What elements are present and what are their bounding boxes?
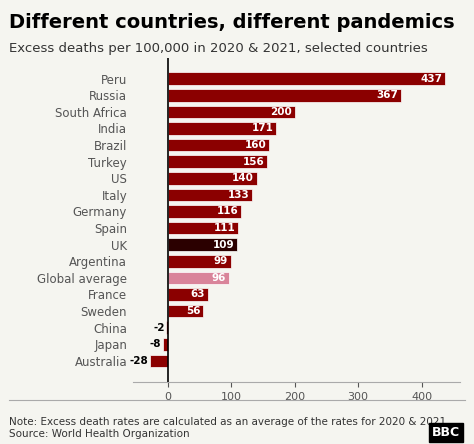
Text: 63: 63: [191, 289, 205, 300]
Text: 200: 200: [270, 107, 292, 117]
Text: Different countries, different pandemics: Different countries, different pandemics: [9, 13, 455, 32]
Bar: [168, 155, 267, 168]
Bar: [168, 272, 228, 284]
Bar: [168, 106, 295, 118]
Text: 160: 160: [245, 140, 267, 150]
Text: 109: 109: [213, 240, 234, 250]
Bar: [168, 238, 237, 251]
Text: 56: 56: [186, 306, 201, 316]
Text: 156: 156: [242, 157, 264, 166]
Bar: [168, 72, 445, 85]
Bar: [168, 222, 238, 234]
Text: 367: 367: [376, 90, 398, 100]
Text: 133: 133: [228, 190, 250, 200]
Text: Source: World Health Organization: Source: World Health Organization: [9, 428, 190, 439]
Text: Note: Excess death rates are calculated as an average of the rates for 2020 & 20: Note: Excess death rates are calculated …: [9, 417, 447, 427]
Text: 140: 140: [232, 173, 254, 183]
Text: 171: 171: [252, 123, 273, 134]
Bar: [168, 305, 203, 317]
Bar: [168, 139, 269, 151]
Text: 96: 96: [212, 273, 226, 283]
Bar: [168, 122, 276, 135]
Bar: [168, 205, 241, 218]
Text: -8: -8: [150, 339, 161, 349]
Text: Excess deaths per 100,000 in 2020 & 2021, selected countries: Excess deaths per 100,000 in 2020 & 2021…: [9, 42, 428, 55]
Text: 111: 111: [214, 223, 236, 233]
Bar: [168, 89, 401, 102]
Bar: [150, 355, 168, 367]
Bar: [166, 321, 168, 334]
Text: 99: 99: [214, 256, 228, 266]
Bar: [168, 189, 252, 201]
Bar: [163, 338, 168, 350]
Bar: [168, 172, 256, 185]
Bar: [168, 288, 208, 301]
Text: 437: 437: [420, 74, 443, 83]
Text: 116: 116: [217, 206, 239, 217]
Text: BBC: BBC: [432, 426, 460, 439]
Text: -2: -2: [154, 323, 165, 333]
Text: -28: -28: [130, 356, 148, 366]
Bar: [168, 255, 230, 267]
